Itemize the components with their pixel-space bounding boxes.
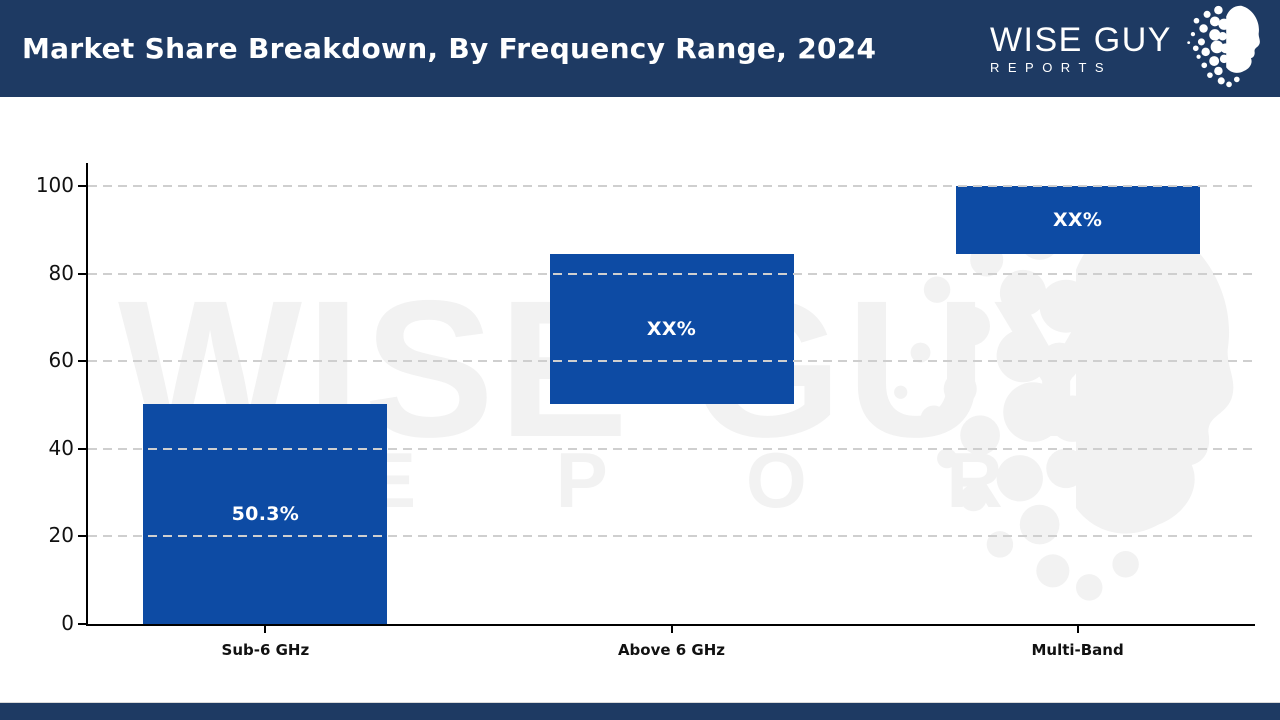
x-category-label: Multi-Band [1031,641,1124,659]
gridline [88,360,1255,363]
y-tick-mark [78,535,86,538]
bar-segment: XX% [549,253,794,404]
chart-title: Market Share Breakdown, By Frequency Ran… [22,32,877,65]
y-axis-line [86,163,88,626]
header-bar: Market Share Breakdown, By Frequency Ran… [0,0,1280,97]
y-tick-mark [78,623,86,625]
brand-logo: WISE GUY REPORTS [990,3,1260,95]
gridline [88,535,1255,538]
x-tick-mark [1076,626,1079,633]
y-tick-mark [78,447,86,450]
y-tick-mark [78,184,86,187]
gridline [88,272,1255,275]
x-tick-mark [264,626,267,633]
y-tick-label: 100 [35,172,74,197]
bar-segment: 50.3% [143,403,388,624]
logo-reports-text: REPORTS [989,60,1113,75]
bar-segment: XX% [955,185,1200,254]
gridline [88,184,1255,187]
y-tick-mark [78,272,86,275]
x-tick-mark [670,626,673,633]
bar-value-label: XX% [646,317,697,340]
logo-head-icon [1187,5,1260,87]
gridline [88,447,1255,450]
y-tick-label: 40 [48,435,74,460]
x-category-label: Sub-6 GHz [221,641,310,659]
y-tick-mark [78,360,86,363]
x-axis-line [86,624,1255,626]
y-tick-label: 20 [48,523,74,548]
plot-area: 50.3% XX% XX% 0 20 40 60 80 100 Sub-6 GHz Above 6 … [0,97,1280,702]
y-tick-label: 80 [48,260,74,285]
footer-bar [0,703,1280,720]
y-tick-label: 0 [61,611,74,635]
logo-name-text: WISE GUY [989,21,1172,59]
y-tick-label: 60 [48,348,74,373]
chart-area: WISE GUY R E P O R T S 50.3%XX%XX%020406… [0,97,1280,703]
logo-wordmark: WISE GUY REPORTS [990,23,1172,74]
bar-value-label: 50.3% [231,502,300,525]
bar-value-label: XX% [1052,208,1103,231]
x-category-label: Above 6 GHz [617,641,726,659]
